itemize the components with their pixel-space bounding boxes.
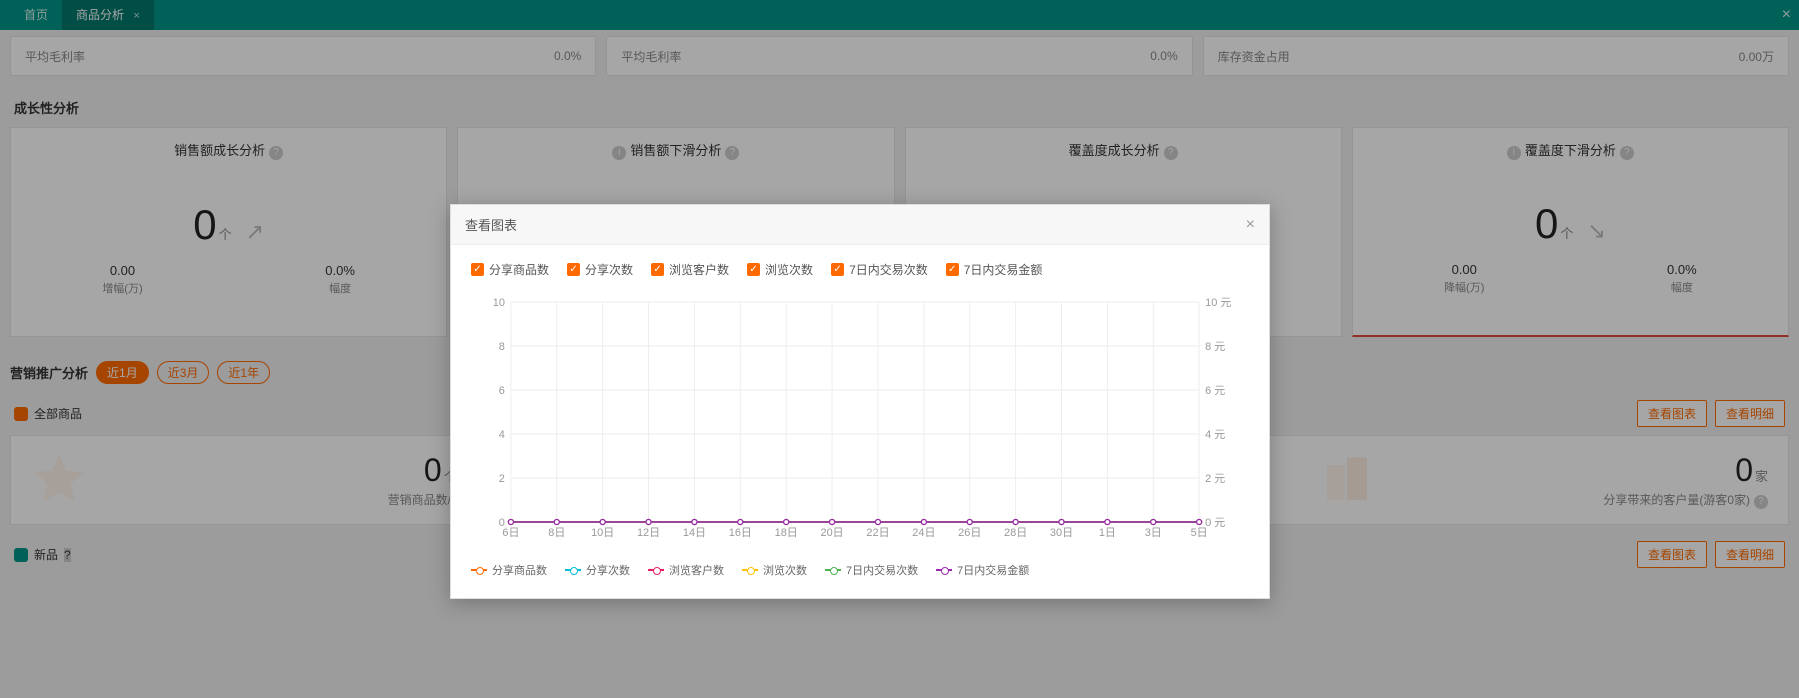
svg-text:24日: 24日 (912, 527, 935, 539)
svg-text:8 元: 8 元 (1205, 341, 1225, 353)
checkbox-label: 浏览次数 (765, 261, 813, 278)
svg-text:8: 8 (499, 341, 505, 353)
legend-marker-icon (936, 566, 952, 574)
checkbox-icon: ✓ (831, 263, 844, 276)
series-checkbox-row: ✓ 分享商品数 ✓ 分享次数 ✓ 浏览客户数 ✓ 浏览次数 ✓ 7日内交易次数 ✓ 7日内交易金额 (471, 261, 1249, 278)
legend-item[interactable]: 浏览客户数 (648, 562, 724, 578)
checkbox-icon: ✓ (747, 263, 760, 276)
checkbox-label: 7日内交易金额 (964, 261, 1043, 278)
series-checkbox[interactable]: ✓ 浏览次数 (747, 261, 813, 278)
legend-item[interactable]: 7日内交易次数 (825, 562, 918, 578)
checkbox-icon: ✓ (567, 263, 580, 276)
legend-label: 浏览次数 (763, 562, 807, 578)
modal-title: 查看图表 (465, 215, 517, 234)
svg-text:1日: 1日 (1099, 527, 1116, 539)
series-checkbox[interactable]: ✓ 分享次数 (567, 261, 633, 278)
legend-marker-icon (565, 566, 581, 574)
svg-text:28日: 28日 (1004, 527, 1027, 539)
series-checkbox[interactable]: ✓ 浏览客户数 (651, 261, 729, 278)
legend-label: 分享商品数 (492, 562, 547, 578)
svg-text:0 元: 0 元 (1205, 517, 1225, 529)
svg-text:20日: 20日 (821, 527, 844, 539)
svg-text:6日: 6日 (502, 527, 519, 539)
legend-label: 7日内交易金额 (957, 562, 1029, 578)
checkbox-icon: ✓ (651, 263, 664, 276)
svg-text:6: 6 (499, 385, 505, 397)
legend-item[interactable]: 分享次数 (565, 562, 630, 578)
legend-marker-icon (742, 566, 758, 574)
svg-text:12日: 12日 (637, 527, 660, 539)
series-checkbox[interactable]: ✓ 分享商品数 (471, 261, 549, 278)
checkbox-label: 分享次数 (585, 261, 633, 278)
checkbox-label: 分享商品数 (489, 261, 549, 278)
legend-label: 浏览客户数 (669, 562, 724, 578)
checkbox-icon: ✓ (471, 263, 484, 276)
legend-marker-icon (825, 566, 841, 574)
svg-text:16日: 16日 (729, 527, 752, 539)
series-checkbox[interactable]: ✓ 7日内交易次数 (831, 261, 928, 278)
legend-item[interactable]: 浏览次数 (742, 562, 807, 578)
svg-text:14日: 14日 (683, 527, 706, 539)
legend-marker-icon (648, 566, 664, 574)
svg-text:6 元: 6 元 (1205, 385, 1225, 397)
svg-text:3日: 3日 (1145, 527, 1162, 539)
svg-text:2 元: 2 元 (1205, 473, 1225, 485)
svg-text:8日: 8日 (548, 527, 565, 539)
legend-marker-icon (471, 566, 487, 574)
legend-label: 分享次数 (586, 562, 630, 578)
svg-text:4 元: 4 元 (1205, 429, 1225, 441)
close-icon[interactable]: × (1246, 216, 1255, 234)
svg-text:26日: 26日 (958, 527, 981, 539)
line-chart: 00 元22 元44 元66 元88 元1010 元6日8日10日12日14日1… (471, 292, 1249, 552)
svg-text:10 元: 10 元 (1205, 297, 1231, 309)
svg-text:18日: 18日 (775, 527, 798, 539)
checkbox-label: 浏览客户数 (669, 261, 729, 278)
legend-item[interactable]: 分享商品数 (471, 562, 547, 578)
series-checkbox[interactable]: ✓ 7日内交易金额 (946, 261, 1043, 278)
svg-text:2: 2 (499, 473, 505, 485)
checkbox-label: 7日内交易次数 (849, 261, 928, 278)
svg-text:22日: 22日 (866, 527, 889, 539)
chart-legend: 分享商品数 分享次数 浏览客户数 浏览次数 7日内交易次数 7日内交易金额 (471, 562, 1249, 578)
legend-item[interactable]: 7日内交易金额 (936, 562, 1029, 578)
svg-text:10日: 10日 (591, 527, 614, 539)
svg-text:10: 10 (493, 297, 505, 309)
svg-text:4: 4 (499, 429, 505, 441)
svg-text:30日: 30日 (1050, 527, 1073, 539)
legend-label: 7日内交易次数 (846, 562, 918, 578)
svg-text:5日: 5日 (1191, 527, 1208, 539)
chart-modal: 查看图表 × ✓ 分享商品数 ✓ 分享次数 ✓ 浏览客户数 ✓ 浏览次数 ✓ 7日内交易次数 ✓ 7日… (450, 204, 1270, 599)
checkbox-icon: ✓ (946, 263, 959, 276)
